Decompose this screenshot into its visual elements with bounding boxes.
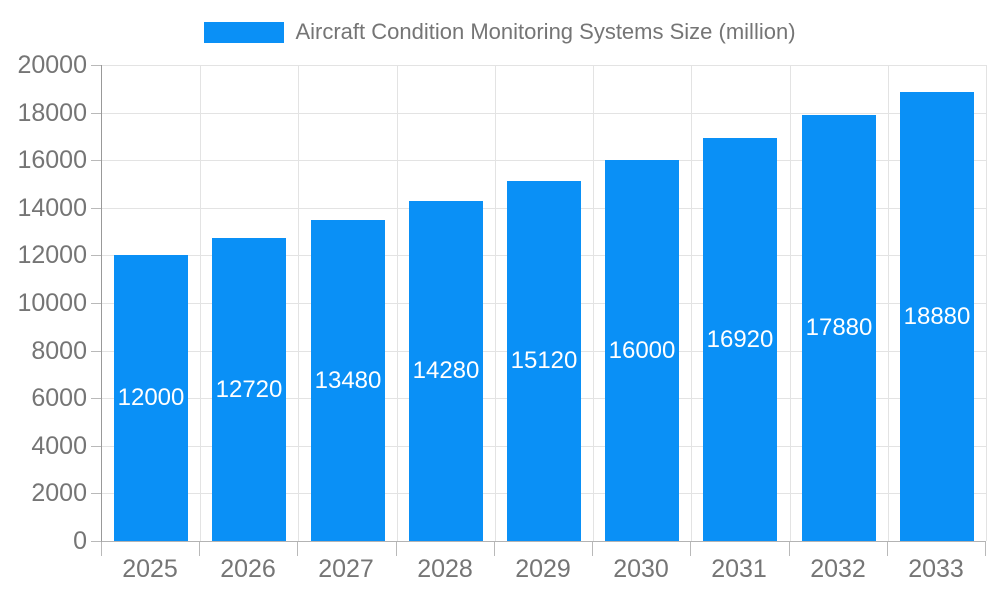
y-tick-label: 12000 (17, 241, 87, 269)
bar-2033[interactable]: 18880 (900, 92, 974, 541)
bar-2031[interactable]: 16920 (703, 138, 777, 541)
v-gridline (691, 65, 692, 541)
bar-value-label: 18880 (903, 302, 971, 330)
legend-label: Aircraft Condition Monitoring Systems Si… (295, 19, 796, 44)
bar-value-label: 15120 (510, 347, 578, 374)
v-gridline (397, 65, 398, 541)
x-tick-label: 2029 (515, 555, 571, 583)
y-tick (91, 303, 101, 304)
v-gridline (200, 65, 201, 541)
v-gridline (298, 65, 299, 541)
x-tick (199, 542, 200, 556)
y-tick (91, 255, 101, 256)
x-tick-label: 2026 (220, 555, 276, 583)
v-gridline (790, 65, 791, 541)
h-gridline (102, 160, 986, 161)
y-tick-label: 16000 (17, 146, 87, 174)
y-tick (91, 398, 101, 399)
x-tick-label: 2030 (613, 555, 669, 583)
y-tick-label: 2000 (31, 479, 87, 507)
x-tick (494, 542, 495, 556)
bar-value-label: 12000 (117, 384, 185, 411)
bar-2027[interactable]: 13480 (311, 220, 385, 541)
y-tick-label: 8000 (31, 337, 87, 365)
bar-2030[interactable]: 16000 (605, 160, 679, 541)
x-tick (985, 542, 986, 556)
h-gridline (102, 113, 986, 114)
bar-value-label: 16000 (608, 336, 676, 364)
x-tick (396, 542, 397, 556)
bar-value-label: 13480 (314, 366, 382, 394)
y-tick (91, 160, 101, 161)
bar-value-label: 16920 (706, 325, 774, 353)
x-tick-label: 2027 (318, 555, 374, 583)
x-tick (592, 542, 593, 556)
y-tick (91, 493, 101, 494)
v-gridline (495, 65, 496, 541)
y-tick (91, 208, 101, 209)
legend-swatch (204, 21, 285, 43)
bar-2028[interactable]: 14280 (409, 201, 483, 541)
bar-value-label: 12720 (215, 375, 283, 403)
x-tick-label: 2033 (908, 555, 964, 583)
x-tick-label: 2025 (122, 555, 178, 583)
y-tick-label: 4000 (31, 432, 87, 460)
x-tick-label: 2028 (417, 555, 473, 583)
x-tick-label: 2031 (711, 555, 767, 583)
y-tick (91, 541, 101, 542)
x-tick (297, 542, 298, 556)
legend[interactable]: Aircraft Condition Monitoring Systems Si… (0, 16, 1000, 48)
y-tick-label: 0 (73, 527, 87, 555)
bar-2026[interactable]: 12720 (212, 238, 286, 541)
x-tick (789, 542, 790, 556)
y-tick (91, 113, 101, 114)
x-tick (690, 542, 691, 556)
bar-2032[interactable]: 17880 (802, 115, 876, 541)
v-gridline (888, 65, 889, 541)
y-tick-label: 20000 (17, 51, 87, 79)
y-tick-label: 10000 (17, 289, 87, 317)
bar-value-label: 14280 (412, 357, 480, 384)
y-tick (91, 65, 101, 66)
y-tick-label: 14000 (17, 194, 87, 222)
y-tick-label: 18000 (17, 99, 87, 127)
x-tick-label: 2032 (810, 555, 866, 583)
bar-2029[interactable]: 15120 (507, 181, 581, 541)
h-gridline (102, 65, 986, 66)
y-tick (91, 446, 101, 447)
x-tick (101, 542, 102, 556)
y-tick-label: 6000 (31, 384, 87, 412)
y-tick (91, 351, 101, 352)
plot-area: 12000 12720 13480 14280 15120 16000 16920 17880… (101, 65, 987, 542)
bar-value-label: 17880 (805, 314, 873, 341)
v-gridline (986, 65, 987, 541)
v-gridline (593, 65, 594, 541)
x-tick (887, 542, 888, 556)
bar-2025[interactable]: 12000 (114, 255, 188, 541)
